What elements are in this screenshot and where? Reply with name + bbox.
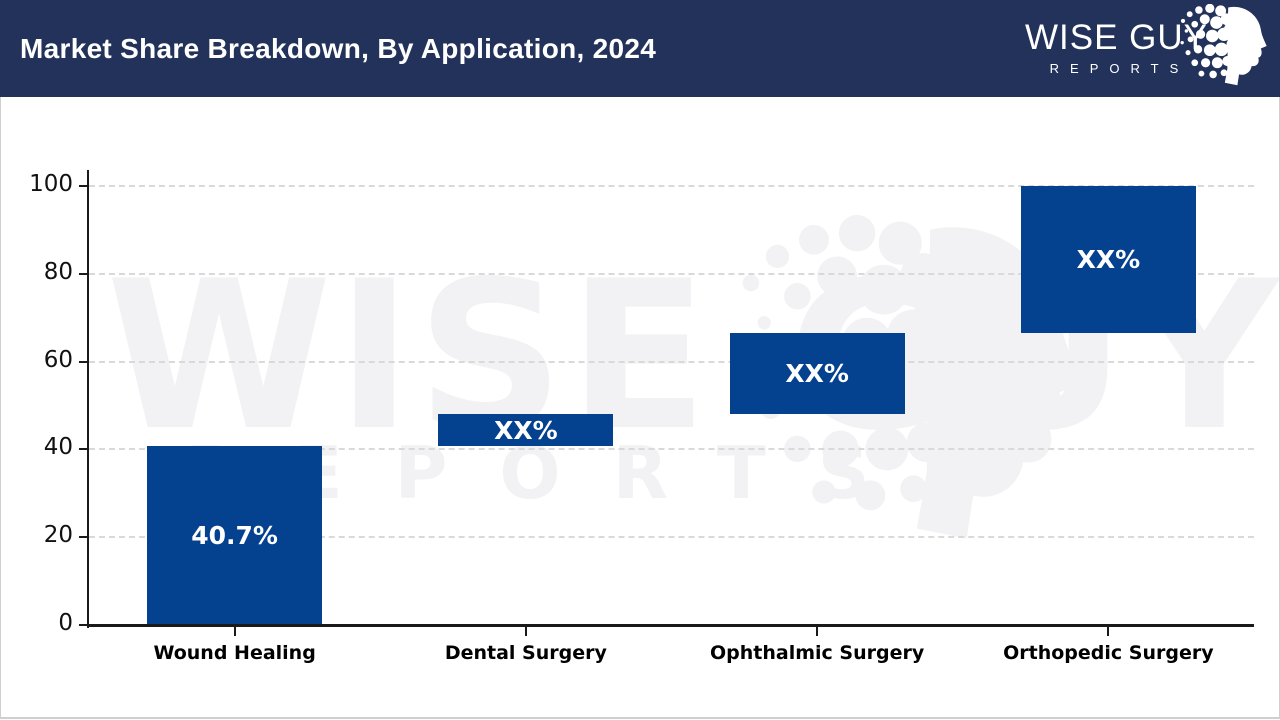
bar-orthopedic-surgery: XX% xyxy=(1020,186,1196,334)
y-tick xyxy=(79,536,87,539)
bar-ophthalmic-surgery: XX% xyxy=(729,333,905,415)
bar-value-label: 40.7% xyxy=(191,521,278,551)
gridline xyxy=(89,536,1254,539)
y-tick-label: 60 xyxy=(43,346,73,373)
logo-text: WISE GUY REPORTS xyxy=(1025,18,1208,76)
gridline xyxy=(89,360,1254,363)
bar-dental-surgery: XX% xyxy=(438,414,614,447)
x-tick-label: Orthopedic Surgery xyxy=(1003,642,1214,664)
y-tick-label: 0 xyxy=(58,610,73,636)
logo-head-icon xyxy=(1180,4,1267,86)
bar-wound-healing: 40.7% xyxy=(147,446,323,625)
y-tick xyxy=(79,185,87,187)
gridline xyxy=(89,185,1254,187)
y-tick-label: 20 xyxy=(43,522,73,549)
logo-wordmark: WISE GUY xyxy=(1024,18,1208,57)
y-axis xyxy=(87,170,89,628)
chart-title: Market Share Breakdown, By Application, … xyxy=(20,32,657,64)
x-tick-label: Wound Healing xyxy=(153,642,316,664)
x-tick-label: Dental Surgery xyxy=(444,642,607,664)
gridline xyxy=(89,272,1254,275)
y-tick xyxy=(79,624,87,626)
y-tick-label: 100 xyxy=(29,171,73,197)
x-tick xyxy=(524,627,527,636)
x-tick xyxy=(233,627,236,636)
x-axis xyxy=(87,624,1254,627)
plot-area: 40.7% Wound Healing XX% Dental Surgery XX% Op… xyxy=(1,97,1279,717)
bar-value-label: XX% xyxy=(785,359,849,389)
y-tick xyxy=(79,272,87,275)
x-tick xyxy=(1107,627,1110,636)
y-tick xyxy=(79,360,87,363)
y-tick-label: 80 xyxy=(43,258,73,285)
x-tick-label: Ophthalmic Surgery xyxy=(710,642,925,664)
gridline xyxy=(89,448,1254,451)
y-tick-label: 40 xyxy=(43,434,73,461)
chart-canvas: WISE GUY REPORTS 40.7% Wound Healing XX% De… xyxy=(0,97,1280,719)
logo-subtitle: REPORTS xyxy=(1049,61,1190,76)
header-banner: Market Share Breakdown, By Application, … xyxy=(0,0,1280,97)
bar-value-label: XX% xyxy=(1076,245,1141,275)
wise-guy-reports-logo: WISE GUY REPORTS xyxy=(1025,4,1270,88)
x-tick xyxy=(816,627,819,636)
y-tick xyxy=(79,448,87,451)
bar-value-label: XX% xyxy=(494,415,558,445)
